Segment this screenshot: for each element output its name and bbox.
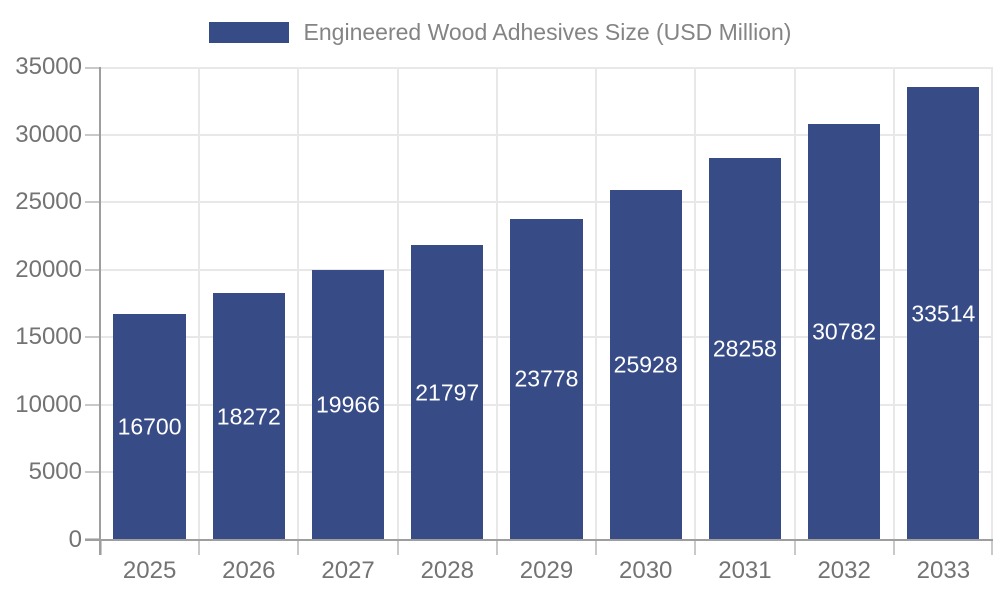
plot-area: 16700 18272 19966 21797 23778 25928 28258 30782… — [100, 67, 993, 540]
y-axis-tick — [85, 336, 100, 339]
y-axis-tick-label: 30000 — [15, 120, 82, 148]
bar-value-label: 16700 — [117, 413, 182, 440]
bar-value-label: 19966 — [316, 391, 380, 418]
bar: 21797 — [411, 245, 484, 540]
legend-swatch — [208, 22, 289, 43]
y-axis-tick-label: 15000 — [15, 323, 82, 351]
x-axis-tick — [991, 540, 993, 555]
bar-value-label: 25928 — [613, 351, 678, 378]
bar: 16700 — [113, 314, 186, 540]
x-axis-tick — [297, 540, 300, 555]
x-axis-tick — [198, 540, 201, 555]
y-axis-tick — [85, 268, 100, 271]
x-axis-tick — [694, 540, 697, 555]
x-axis-tick-label: 2027 — [321, 557, 375, 584]
x-axis-tick — [793, 540, 796, 555]
y-gridline — [100, 133, 993, 136]
y-axis-tick-label: 25000 — [15, 188, 82, 216]
y-axis-tick-label: 5000 — [28, 458, 82, 486]
y-gridline — [100, 67, 993, 69]
x-axis-tick-label: 2032 — [817, 557, 871, 584]
bar-value-label: 28258 — [712, 335, 777, 362]
x-axis-tick-label: 2033 — [916, 557, 971, 584]
y-axis-tick — [85, 201, 100, 204]
x-axis-tick — [892, 540, 895, 555]
bar: 33514 — [907, 87, 980, 540]
x-axis-tick — [595, 540, 598, 555]
bar: 30782 — [808, 124, 881, 540]
bar: 25928 — [609, 189, 682, 540]
legend-label: Engineered Wood Adhesives Size (USD Mill… — [303, 19, 792, 45]
y-gridline — [100, 201, 993, 204]
y-axis-tick-label: 20000 — [15, 255, 82, 283]
x-gridline — [595, 67, 598, 540]
x-axis-tick-label: 2028 — [420, 557, 474, 584]
x-gridline — [892, 67, 895, 540]
bar-value-label: 23778 — [514, 365, 579, 392]
bar: 18272 — [212, 293, 285, 540]
y-axis-tick — [85, 471, 100, 474]
bar-value-label: 30782 — [812, 318, 877, 345]
x-axis-tick — [396, 540, 399, 555]
bar-value-label: 21797 — [415, 379, 480, 406]
y-axis-tick — [85, 67, 100, 69]
y-axis-line — [99, 67, 101, 555]
x-axis: 2025 2026 2027 2028 2029 2030 2031 2032 2033 — [100, 540, 993, 600]
x-gridline — [793, 67, 796, 540]
bar-value-label: 33514 — [911, 300, 976, 327]
x-axis-tick-label: 2030 — [619, 557, 673, 584]
x-axis-tick-label: 2025 — [122, 557, 177, 584]
bar: 19966 — [311, 270, 385, 540]
x-gridline — [396, 67, 399, 540]
y-axis-tick-label: 0 — [68, 526, 82, 553]
y-axis: 0 5000 10000 15000 20000 25000 30000 35000 — [0, 55, 100, 552]
x-gridline — [495, 67, 498, 540]
y-axis-tick — [85, 403, 100, 406]
x-axis-line — [85, 539, 993, 541]
x-gridline — [198, 67, 201, 540]
x-gridline — [297, 67, 300, 540]
y-axis-tick-label: 35000 — [15, 53, 82, 80]
x-gridline — [991, 67, 993, 540]
x-axis-tick-label: 2031 — [718, 557, 772, 584]
bar: 28258 — [708, 158, 781, 540]
x-gridline — [694, 67, 697, 540]
bar-value-label: 18272 — [216, 403, 281, 430]
x-axis-tick-label: 2026 — [222, 557, 276, 584]
x-axis-tick — [495, 540, 498, 555]
chart-legend: Engineered Wood Adhesives Size (USD Mill… — [0, 19, 1000, 46]
bar: 23778 — [510, 218, 583, 540]
x-axis-tick — [100, 540, 102, 555]
y-axis-tick-label: 10000 — [15, 390, 82, 418]
x-axis-tick-label: 2029 — [519, 557, 574, 584]
y-axis-tick — [85, 133, 100, 136]
